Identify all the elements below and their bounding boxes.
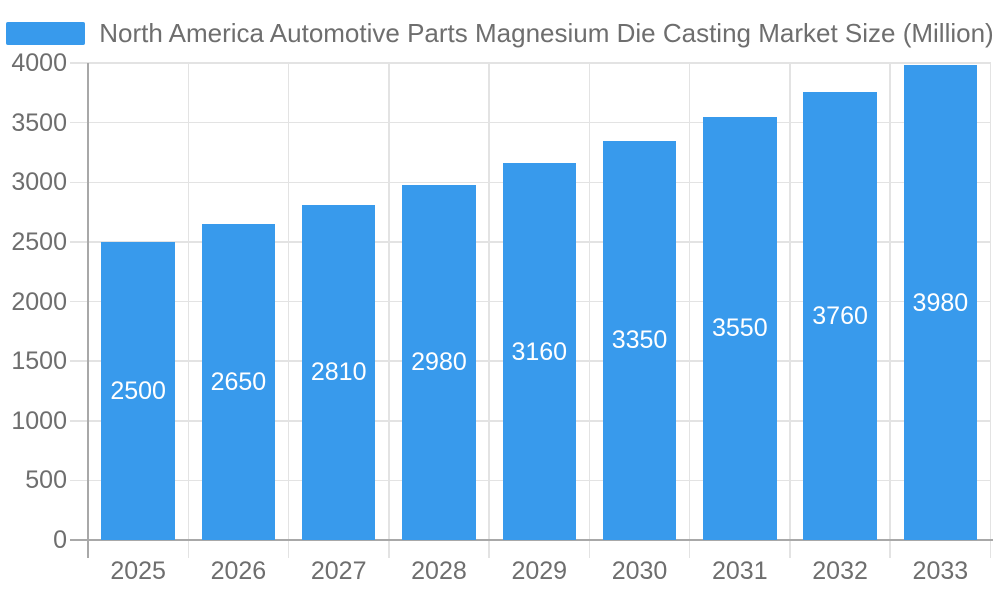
bar-value-label: 2980	[411, 348, 467, 377]
x-tick-label: 2025	[110, 557, 166, 585]
gridline-v	[989, 63, 992, 558]
gridline-v	[488, 63, 490, 558]
bar-2028[interactable]	[402, 184, 476, 540]
bar-value-label: 3550	[711, 314, 768, 343]
bar-value-label: 2650	[210, 367, 267, 396]
x-tick-label: 2033	[912, 557, 969, 585]
bar-value-label: 2810	[310, 358, 367, 387]
gridline-v	[789, 63, 791, 558]
legend-item[interactable]: North America Automotive Parts Magnesium…	[0, 18, 1000, 48]
bar-value-label: 3980	[912, 288, 969, 317]
bar-value-label: 3350	[611, 326, 668, 355]
y-tick-label: 2000	[11, 287, 67, 316]
bar-2030[interactable]	[602, 140, 677, 540]
gridline-v	[287, 63, 290, 558]
y-tick-label: 3000	[11, 168, 67, 197]
gridline-v	[588, 63, 591, 558]
legend-label: North America Automotive Parts Magnesium…	[99, 18, 994, 48]
y-tick-label: 3500	[11, 108, 67, 137]
gridline-h	[70, 62, 991, 64]
bar-2033[interactable]	[903, 65, 978, 540]
x-axis-line	[70, 539, 993, 541]
y-tick-label: 2500	[11, 227, 67, 256]
bar-2031[interactable]	[703, 116, 777, 540]
gridline-v	[388, 63, 390, 558]
bar-value-label: 2500	[110, 376, 166, 405]
gridline-v	[187, 63, 190, 558]
gridline-v	[889, 63, 891, 558]
x-tick-label: 2032	[812, 557, 868, 585]
y-tick-label: 4000	[11, 49, 67, 77]
bar-2026[interactable]	[201, 223, 276, 540]
y-tick-label: 1500	[11, 347, 67, 376]
y-tick-label: 0	[53, 526, 67, 554]
y-tick-label: 1000	[11, 406, 67, 435]
bar-value-label: 3760	[812, 301, 868, 330]
bar-2032[interactable]	[803, 91, 877, 540]
bar-2025[interactable]	[101, 241, 175, 540]
bar-value-label: 3160	[511, 337, 568, 366]
gridline-v	[688, 63, 691, 558]
x-tick-label: 2029	[511, 557, 568, 585]
y-tick-label: 500	[25, 466, 67, 495]
x-tick-label: 2026	[210, 557, 267, 585]
x-tick-label: 2027	[310, 557, 367, 585]
legend-swatch-icon	[6, 21, 86, 45]
gridline-h	[70, 121, 991, 124]
bar-2029[interactable]	[502, 163, 576, 540]
x-tick-label: 2031	[711, 557, 768, 585]
x-tick-label: 2028	[411, 557, 467, 585]
x-tick-label: 2030	[611, 557, 668, 585]
bar-2027[interactable]	[301, 204, 376, 540]
y-axis-line	[87, 63, 89, 558]
